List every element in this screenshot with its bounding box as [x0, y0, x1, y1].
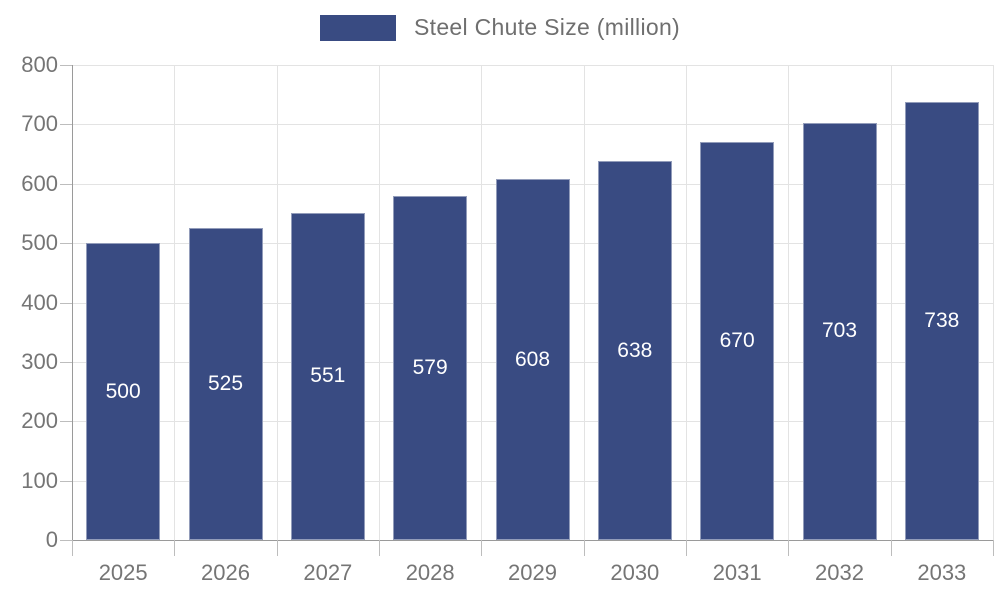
bar-value-label: 638 — [617, 338, 653, 362]
y-tick-label: 200 — [21, 408, 58, 434]
y-tick — [60, 183, 72, 185]
y-tick — [60, 124, 72, 126]
bar[interactable]: 703 — [802, 122, 877, 540]
gridline-v — [379, 65, 380, 540]
bar[interactable]: 638 — [597, 161, 672, 540]
x-tick-label: 2028 — [405, 560, 455, 585]
gridline-v — [890, 65, 892, 540]
y-tick-label: 600 — [21, 170, 58, 196]
x-tick — [481, 540, 483, 556]
bar[interactable]: 551 — [290, 212, 365, 540]
bar-value-label: 608 — [514, 347, 551, 371]
bar-value-label: 579 — [412, 356, 448, 380]
bar[interactable]: 525 — [188, 228, 263, 540]
bar[interactable]: 500 — [86, 243, 161, 540]
x-tick-label: 2026 — [201, 560, 250, 585]
x-tick-label: 2025 — [98, 560, 148, 585]
gridline-v — [686, 65, 687, 540]
x-tick — [276, 540, 278, 556]
x-tick — [993, 540, 994, 556]
y-tick-label: 500 — [21, 230, 58, 256]
gridline-v — [583, 65, 585, 540]
x-tick — [72, 540, 73, 556]
gridline-h — [72, 124, 993, 126]
x-tick — [583, 540, 585, 556]
y-tick — [60, 540, 72, 541]
x-tick — [788, 540, 790, 556]
y-tick — [60, 65, 72, 66]
bar[interactable]: 670 — [700, 142, 775, 540]
y-tick — [60, 480, 72, 482]
bar[interactable]: 579 — [393, 196, 468, 540]
x-tick-label: 2027 — [303, 560, 353, 585]
gridline-v — [174, 65, 176, 540]
y-tick — [60, 243, 72, 245]
gridline-h — [72, 65, 993, 66]
y-tick — [60, 361, 72, 363]
x-tick-label: 2031 — [712, 560, 762, 585]
x-tick-label: 2029 — [508, 560, 557, 585]
x-tick — [379, 540, 380, 556]
legend-swatch — [319, 14, 396, 41]
bar-value-label: 703 — [821, 319, 858, 343]
y-tick — [60, 421, 72, 423]
y-tick-label: 700 — [21, 111, 58, 137]
bar-value-label: 738 — [924, 308, 960, 332]
y-axis-line — [72, 65, 73, 540]
x-axis-line — [72, 540, 993, 541]
x-tick-label: 2033 — [917, 560, 967, 585]
bar-value-label: 551 — [310, 364, 346, 388]
bar-value-label: 525 — [207, 372, 244, 396]
y-tick — [60, 302, 72, 304]
gridline-v — [993, 65, 994, 540]
gridline-v — [276, 65, 278, 540]
y-tick-label: 400 — [21, 289, 58, 315]
x-tick — [174, 540, 176, 556]
bar-value-label: 670 — [719, 329, 755, 353]
legend-item[interactable]: Steel Chute Size (million) — [0, 14, 1000, 41]
x-tick — [890, 540, 892, 556]
bar[interactable]: 738 — [904, 101, 979, 540]
gridline-v — [481, 65, 483, 540]
legend-label: Steel Chute Size (million) — [413, 14, 680, 40]
y-tick-label: 300 — [21, 348, 58, 374]
bar-value-label: 500 — [105, 379, 141, 403]
bar[interactable]: 608 — [495, 179, 570, 540]
y-tick-label: 800 — [21, 52, 58, 77]
y-tick-label: 100 — [21, 467, 58, 493]
x-tick — [686, 540, 687, 556]
y-tick-label: 0 — [45, 527, 58, 552]
x-tick-label: 2032 — [815, 560, 864, 585]
x-tick-label: 2030 — [610, 560, 660, 585]
gridline-v — [788, 65, 790, 540]
